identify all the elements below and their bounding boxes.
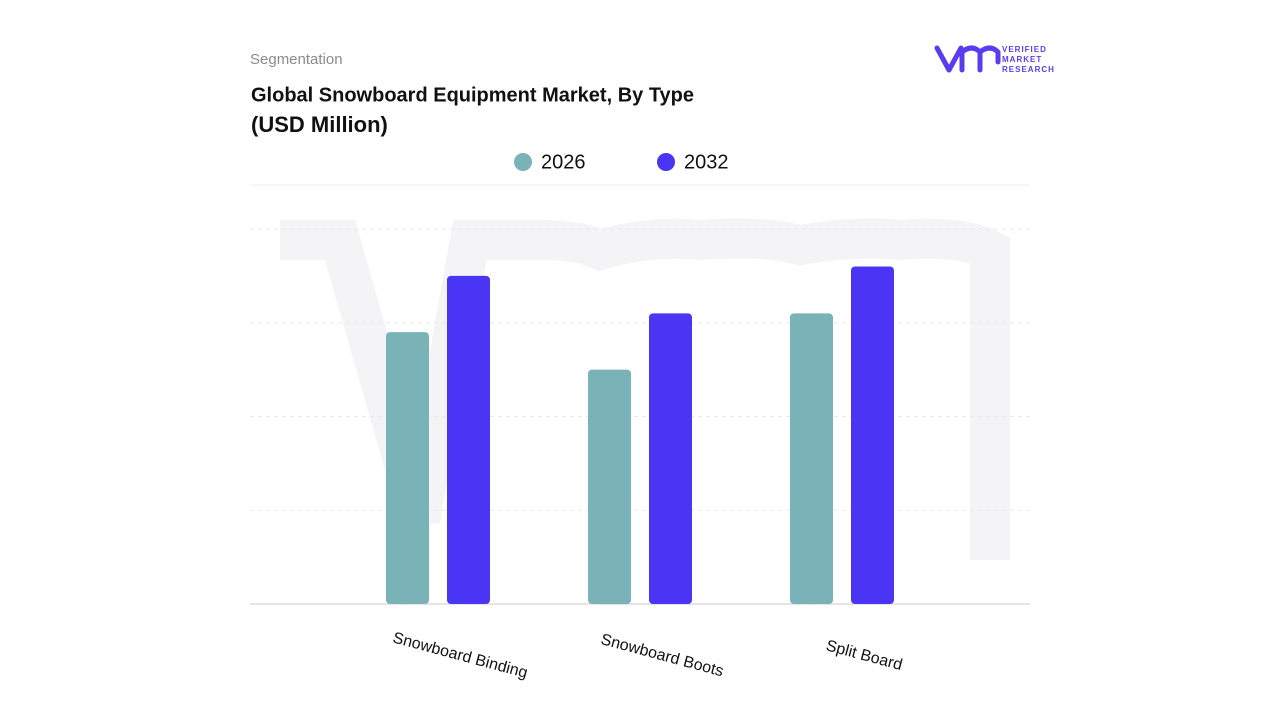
logo-text: MARKET [1002,55,1042,64]
legend-marker [657,153,675,171]
logo-text: VERIFIED [1002,45,1047,54]
x-tick-label: Snowboard Boots [599,631,725,680]
logo-text: RESEARCH [1002,65,1055,74]
bar [790,313,833,604]
x-tick-label: Split Board [824,637,904,674]
chart-title: Global Snowboard Equipment Market, By Ty… [251,84,694,106]
legend-label: 2032 [684,151,729,173]
chart-subtitle: (USD Million) [251,112,388,137]
section-label: Segmentation [250,51,343,68]
logo: VERIFIED MARKET RESEARCH [934,45,1055,74]
bar [588,369,631,604]
legend-label: 2026 [541,151,586,173]
bar [447,275,490,604]
bar [851,266,894,604]
watermark [280,218,1010,560]
x-tick-label: Snowboard Binding [391,630,529,682]
logo-mark [934,45,1001,73]
bar [649,313,692,604]
legend-marker [514,153,532,171]
bar [386,332,429,604]
